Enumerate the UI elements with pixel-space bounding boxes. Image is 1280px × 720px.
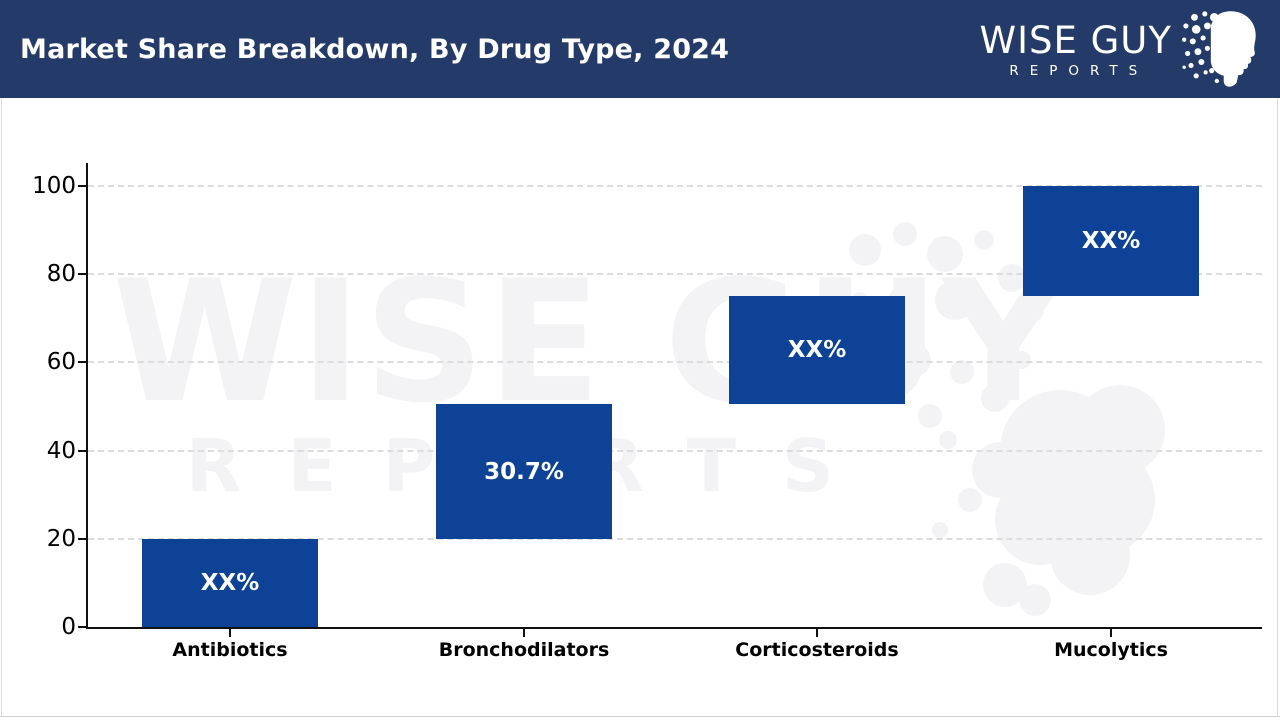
header-bar: Market Share Breakdown, By Drug Type, 20… — [0, 0, 1280, 98]
x-category-label-corticosteroids: Corticosteroids — [735, 639, 899, 661]
gridline-100 — [88, 185, 1262, 187]
gridline-20 — [88, 537, 1262, 540]
bar-value-label-corticosteroids: XX% — [787, 336, 847, 363]
brand-logo: WISE GUY REPORTS — [980, 6, 1266, 94]
bar-antibiotics: XX% — [142, 539, 318, 627]
bar-bronchodilators: 30.7% — [436, 403, 612, 540]
bar-value-label-bronchodilators: 30.7% — [484, 458, 564, 485]
brand-name: WISE GUY — [979, 18, 1172, 62]
x-tick-antibiotics — [229, 629, 231, 637]
y-tick-0 — [78, 626, 86, 628]
x-tick-mucolytics — [1110, 629, 1112, 637]
wiseguy-head-icon — [1182, 11, 1256, 87]
x-category-label-antibiotics: Antibiotics — [172, 639, 288, 661]
bar-value-label-mucolytics: XX% — [1081, 227, 1141, 254]
x-category-label-mucolytics: Mucolytics — [1054, 639, 1168, 661]
gridline-60 — [88, 361, 1262, 364]
bar-value-label-antibiotics: XX% — [200, 570, 260, 597]
x-category-label-bronchodilators: Bronchodilators — [438, 639, 610, 661]
brand-logo-text: WISE GUY REPORTS — [980, 22, 1172, 79]
bar-corticosteroids: XX% — [729, 295, 905, 404]
y-tick-label-60: 60 — [46, 349, 76, 376]
y-tick-100 — [78, 185, 86, 187]
bar-mucolytics: XX% — [1023, 186, 1199, 296]
y-tick-60 — [78, 361, 86, 364]
y-tick-label-40: 40 — [46, 437, 76, 464]
y-tick-label-0: 0 — [61, 614, 76, 640]
y-tick-label-100: 100 — [32, 173, 76, 199]
y-tick-80 — [78, 273, 86, 276]
gridline-40 — [88, 449, 1262, 452]
gridline-80 — [88, 273, 1262, 276]
x-axis-line — [86, 627, 1262, 629]
x-tick-corticosteroids — [816, 629, 818, 637]
page-title: Market Share Breakdown, By Drug Type, 20… — [20, 33, 730, 65]
y-tick-40 — [78, 449, 86, 452]
brand-subname: REPORTS — [1009, 62, 1149, 79]
y-axis-line — [86, 163, 88, 629]
x-tick-bronchodilators — [523, 629, 525, 637]
y-tick-label-20: 20 — [46, 525, 76, 552]
y-tick-20 — [78, 537, 86, 540]
watermark-text-line1: WISE GUY — [112, 244, 1067, 440]
y-tick-label-80: 80 — [46, 261, 76, 288]
